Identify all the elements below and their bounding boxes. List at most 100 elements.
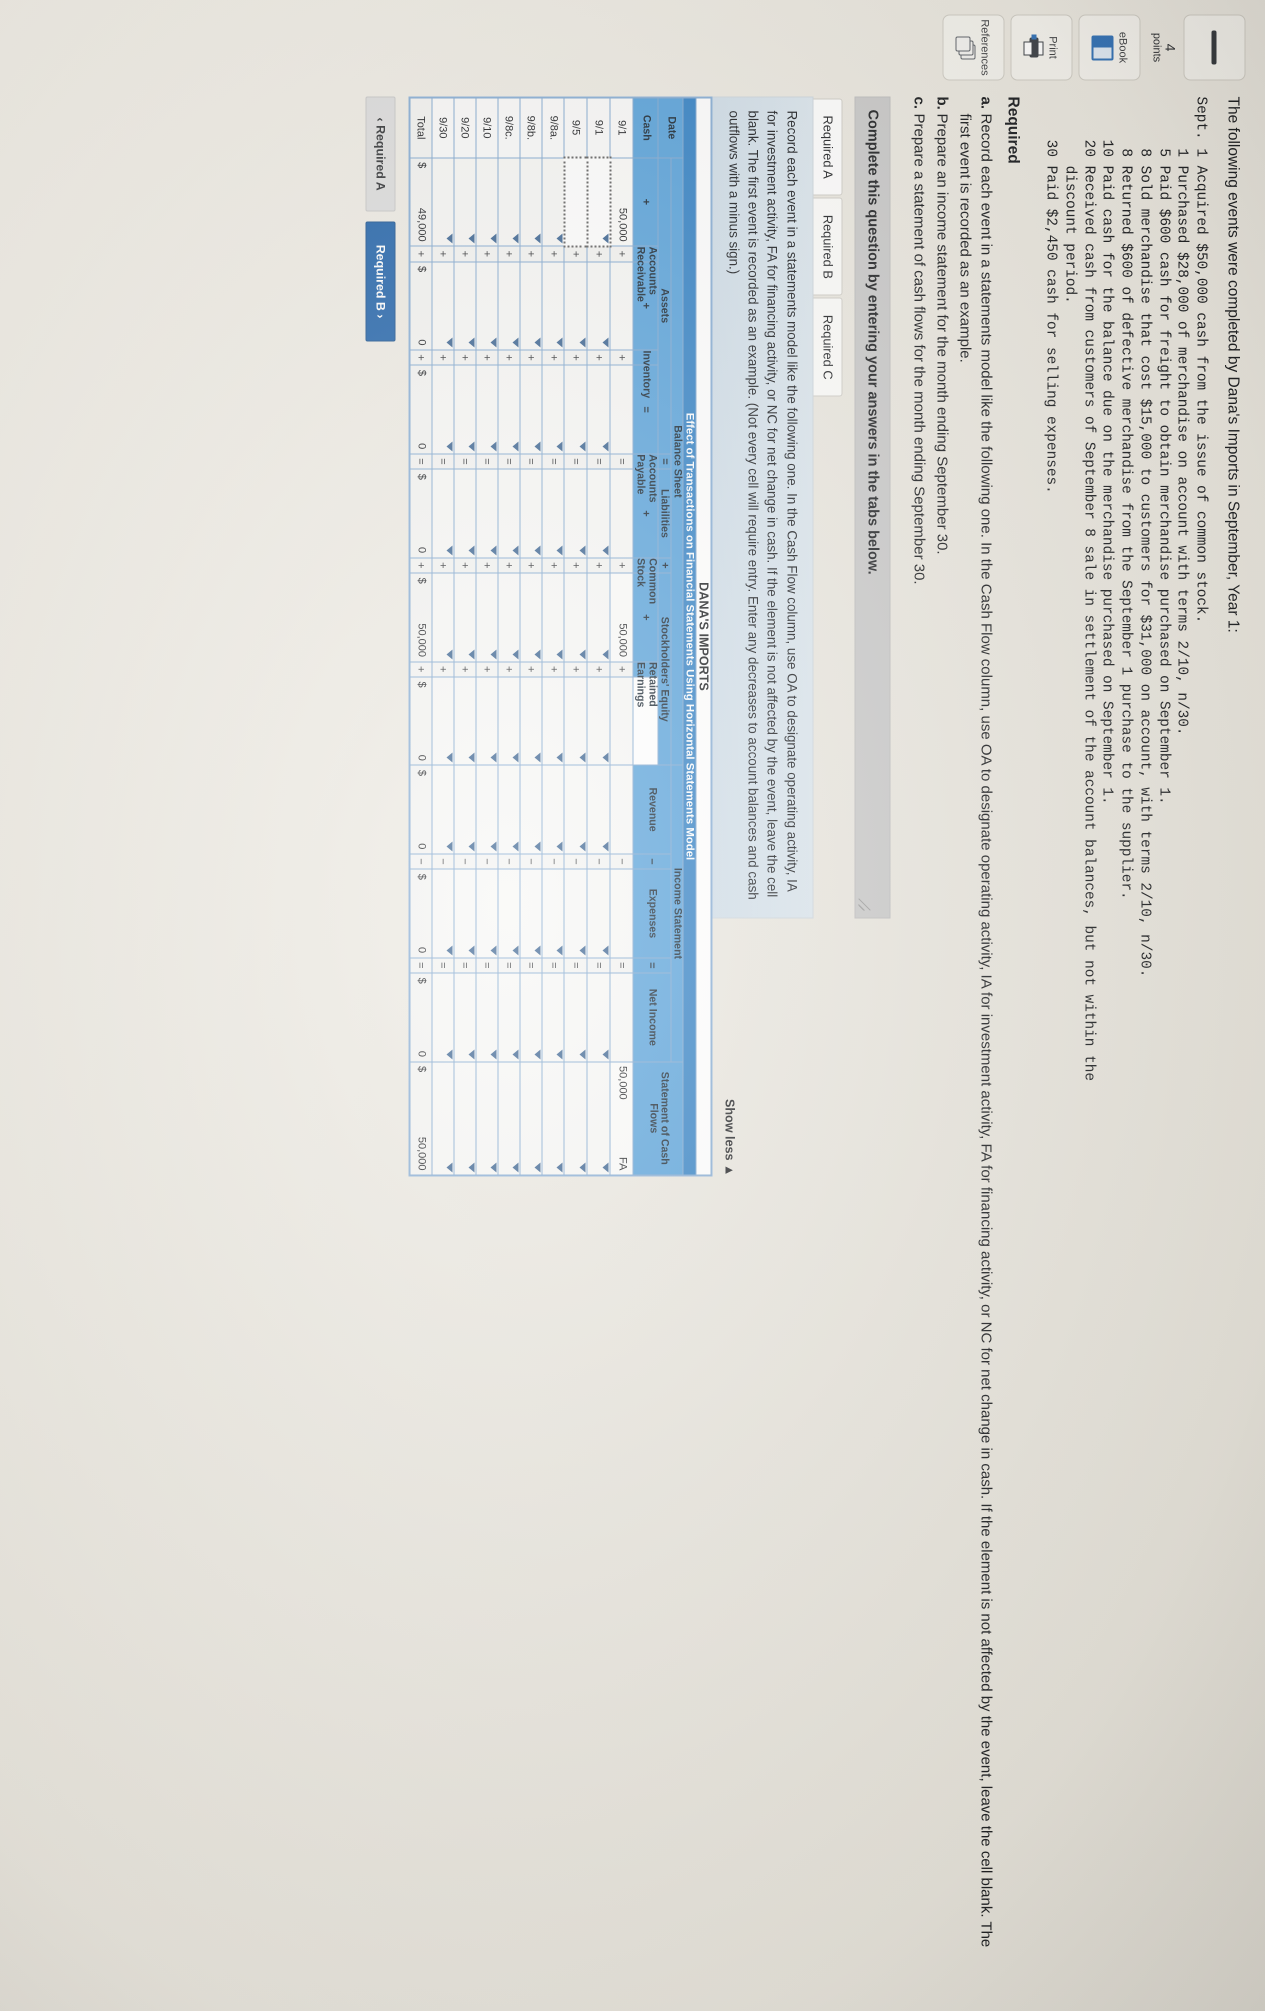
cell-ni[interactable] <box>541 972 564 1062</box>
cell-inv[interactable] <box>609 364 633 454</box>
cell-ap[interactable] <box>519 468 542 558</box>
cell-cs[interactable]: 50,000 <box>609 572 633 662</box>
cell-cs[interactable] <box>519 572 542 662</box>
next-required-button[interactable]: Required B › <box>364 221 395 341</box>
cell-ni[interactable] <box>475 972 498 1062</box>
cell-rev[interactable] <box>541 764 564 854</box>
cell-re[interactable] <box>475 676 498 765</box>
cell-inv[interactable] <box>497 364 520 454</box>
cell-re[interactable] <box>563 676 587 765</box>
cell-exp[interactable] <box>497 868 520 958</box>
cell-ar[interactable] <box>609 261 633 350</box>
cell-exp[interactable] <box>609 868 633 958</box>
cell-ap[interactable] <box>475 468 498 558</box>
cell-ni[interactable] <box>586 972 610 1062</box>
cell-ap[interactable] <box>563 468 587 558</box>
cell-cash[interactable] <box>497 157 520 246</box>
cell-cash[interactable]: 50,000 <box>609 157 633 246</box>
cell-re[interactable] <box>519 676 542 765</box>
prev-required-button[interactable]: ‹ Required A <box>364 96 395 212</box>
cell-rev[interactable] <box>475 764 498 854</box>
cell-cs[interactable] <box>475 572 498 662</box>
cell-inv[interactable] <box>519 364 542 454</box>
cell-ap[interactable] <box>431 468 454 558</box>
cell-ar[interactable] <box>541 261 564 350</box>
cell-cash-flow[interactable] <box>519 1061 542 1175</box>
cell-inv[interactable] <box>431 364 454 454</box>
cell-ni[interactable] <box>431 972 454 1062</box>
cell-ar[interactable] <box>563 261 587 350</box>
cell-inv[interactable] <box>586 364 610 454</box>
cell-cash-flow[interactable] <box>586 1061 610 1175</box>
cell-cash-flow[interactable]: 50,000 FA <box>609 1061 633 1175</box>
cell-rev[interactable] <box>453 764 476 854</box>
tab-required-b[interactable]: Required B <box>812 197 842 296</box>
cell-re[interactable] <box>497 676 520 765</box>
cell-cash-flow[interactable] <box>541 1061 564 1175</box>
cell-cash-flow[interactable] <box>497 1061 520 1175</box>
cell-rev[interactable] <box>586 764 610 854</box>
cell-rev[interactable] <box>431 764 454 854</box>
cell-exp[interactable] <box>586 868 610 958</box>
cell-cs[interactable] <box>497 572 520 662</box>
cell-cash[interactable] <box>475 157 498 246</box>
cell-rev[interactable] <box>609 764 633 854</box>
cell-re[interactable] <box>431 676 454 765</box>
cell-cash[interactable] <box>431 157 454 246</box>
cell-cs[interactable] <box>586 572 610 662</box>
cell-ni[interactable] <box>609 972 633 1062</box>
cell-cash[interactable] <box>453 157 476 246</box>
tab-required-c[interactable]: Required C <box>812 297 842 397</box>
cell-ar[interactable] <box>431 261 454 350</box>
cell-exp[interactable] <box>453 868 476 958</box>
cell-cash[interactable] <box>586 157 610 246</box>
cell-rev[interactable] <box>519 764 542 854</box>
cell-re[interactable] <box>453 676 476 765</box>
cell-cs[interactable] <box>541 572 564 662</box>
cell-cash-flow[interactable] <box>475 1061 498 1175</box>
cell-ar[interactable] <box>519 261 542 350</box>
cell-ar[interactable] <box>453 261 476 350</box>
cell-inv[interactable] <box>475 364 498 454</box>
cell-exp[interactable] <box>431 868 454 958</box>
collapse-button[interactable] <box>1183 14 1245 80</box>
cell-exp[interactable] <box>563 868 587 958</box>
cell-exp[interactable] <box>519 868 542 958</box>
cell-ar[interactable] <box>497 261 520 350</box>
cell-cash-flow[interactable] <box>563 1061 587 1175</box>
cell-ap[interactable] <box>586 468 610 558</box>
cell-cash[interactable] <box>563 157 587 246</box>
cell-cs[interactable] <box>563 572 587 662</box>
cell-ap[interactable] <box>497 468 520 558</box>
ebook-button[interactable]: eBook <box>1078 14 1141 80</box>
cell-exp[interactable] <box>475 868 498 958</box>
cell-re[interactable] <box>541 676 564 765</box>
cell-re[interactable] <box>586 676 610 765</box>
cell-cash[interactable] <box>519 157 542 246</box>
tab-required-a[interactable]: Required A <box>812 98 842 196</box>
cell-rev[interactable] <box>563 764 587 854</box>
cell-ni[interactable] <box>519 972 542 1062</box>
cell-ni[interactable] <box>563 972 587 1062</box>
cell-ar[interactable] <box>475 261 498 350</box>
cell-inv[interactable] <box>453 364 476 454</box>
cell-ap[interactable] <box>609 468 633 558</box>
print-button[interactable]: Print <box>1010 14 1073 80</box>
references-button[interactable]: References <box>942 14 1005 80</box>
cell-cs[interactable] <box>453 572 476 662</box>
cell-ar[interactable] <box>586 261 610 350</box>
cell-inv[interactable] <box>541 364 564 454</box>
cell-cs[interactable] <box>431 572 454 662</box>
cell-ni[interactable] <box>453 972 476 1062</box>
cell-cash-flow[interactable] <box>453 1061 476 1175</box>
cell-rev[interactable] <box>497 764 520 854</box>
cell-cash-flow[interactable] <box>431 1061 454 1175</box>
cell-exp[interactable] <box>541 868 564 958</box>
cell-cash[interactable] <box>541 157 564 246</box>
cell-ap[interactable] <box>541 468 564 558</box>
cell-re[interactable] <box>609 676 633 765</box>
resize-handle-icon[interactable] <box>857 898 870 910</box>
cell-ni[interactable] <box>497 972 520 1062</box>
cell-ap[interactable] <box>453 468 476 558</box>
cell-inv[interactable] <box>563 364 587 454</box>
